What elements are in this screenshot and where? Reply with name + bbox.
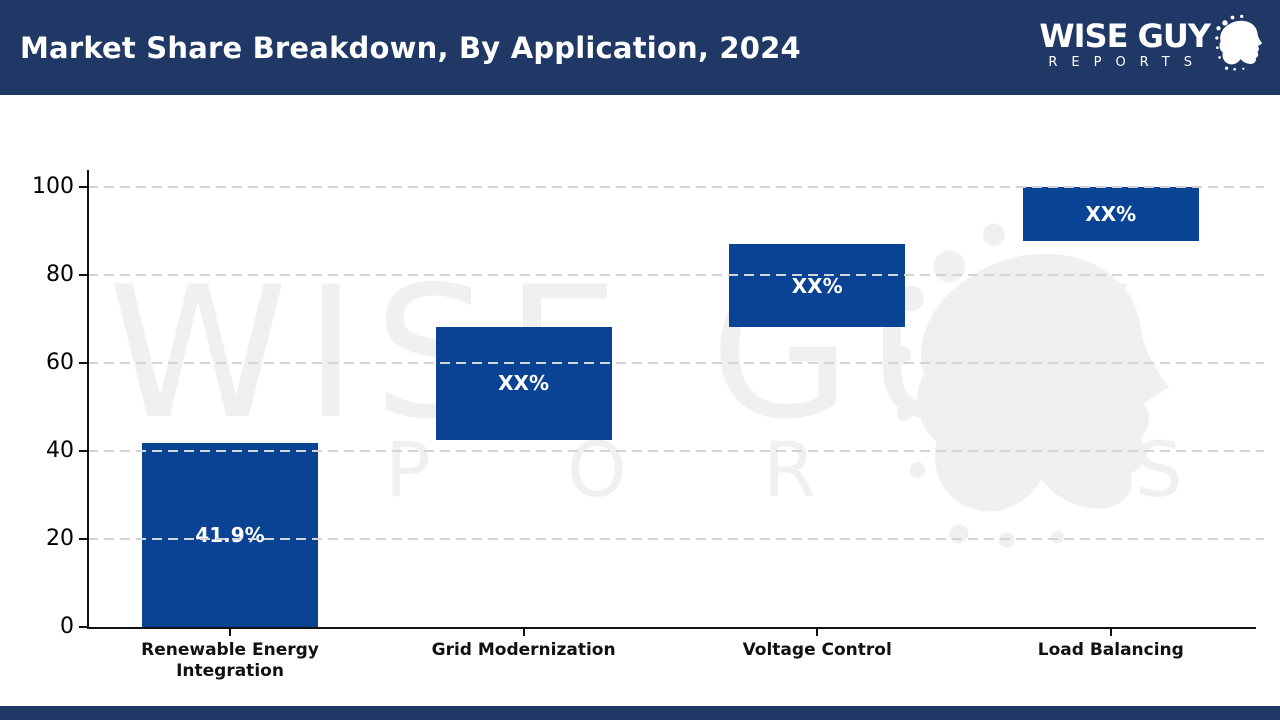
x-tick-label-voltage-control: Voltage Control (742, 640, 892, 660)
x-tick-mark-voltage-control (816, 629, 819, 636)
y-tick-label-80: 80 (46, 262, 74, 287)
x-axis-line (87, 627, 1256, 629)
y-tick-mark-40 (79, 450, 87, 452)
x-tick-label-renewable-energy-integration: Renewable Energy Integration (141, 640, 319, 682)
y-tick-mark-0 (79, 626, 87, 628)
x-tick-mark-load-balancing (1109, 629, 1112, 636)
x-tick-mark-grid-modernization (522, 629, 525, 636)
y-tick-mark-100 (79, 186, 87, 188)
brand-logo: WISE GUY REPORTS (1039, 8, 1266, 82)
gridline-40 (88, 450, 1264, 452)
y-tick-label-40: 40 (46, 438, 74, 463)
footer-bar (0, 706, 1280, 720)
y-tick-mark-60 (79, 362, 87, 364)
brand-wordmark: WISE GUY REPORTS (1039, 17, 1211, 70)
page-title: Market Share Breakdown, By Application, … (20, 30, 801, 65)
x-tick-label-load-balancing: Load Balancing (1037, 640, 1184, 660)
gridline-80 (88, 274, 1264, 276)
bar-renewable-energy-integration: 41.9% (142, 442, 318, 627)
brand-name: WISE GUY (1039, 17, 1211, 55)
bar-voltage-control: XX% (729, 244, 906, 327)
header-bar: Market Share Breakdown, By Application, … (0, 0, 1280, 95)
bar-value-label-load-balancing: XX% (1085, 202, 1137, 227)
brand-subtitle: REPORTS (1048, 55, 1206, 70)
bar-value-label-voltage-control: XX% (791, 273, 843, 298)
bar-value-label-grid-modernization: XX% (498, 371, 550, 396)
watermark-face-icon (892, 222, 1169, 549)
y-tick-label-20: 20 (46, 526, 74, 551)
y-tick-label-100: 100 (32, 174, 74, 199)
gridline-60 (88, 362, 1264, 364)
y-tick-mark-20 (79, 538, 87, 540)
bar-value-label-renewable-energy-integration: 41.9% (195, 522, 265, 547)
face-profile-icon (1215, 14, 1263, 71)
y-tick-label-0: 0 (60, 614, 74, 639)
y-axis-line (87, 170, 89, 629)
x-tick-mark-renewable-energy-integration (229, 629, 231, 636)
bar-grid-modernization: XX% (435, 326, 612, 440)
bar-load-balancing: XX% (1022, 187, 1199, 242)
x-tick-label-grid-modernization: Grid Modernization (431, 640, 616, 660)
y-tick-mark-80 (79, 274, 87, 276)
gridline-100 (88, 186, 1264, 188)
y-tick-label-60: 60 (46, 350, 74, 375)
gridline-20 (88, 538, 1264, 540)
